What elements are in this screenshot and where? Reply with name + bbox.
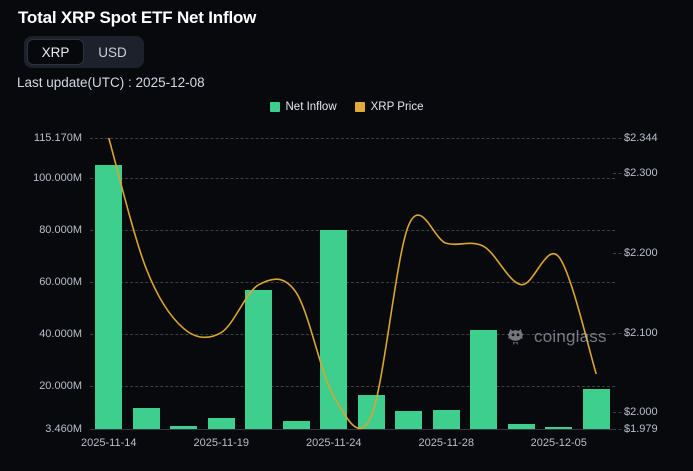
y-axis-left-tick: 20.000M xyxy=(39,379,82,392)
legend-label-net-inflow: Net Inflow xyxy=(285,101,337,113)
gridline xyxy=(90,177,615,179)
page-title: Total XRP Spot ETF Net Inflow xyxy=(18,8,257,27)
net-inflow-swatch-icon xyxy=(269,102,280,112)
y-axis-right-tickmark xyxy=(613,138,627,139)
bar[interactable] xyxy=(207,417,235,429)
legend-label-xrp-price: XRP Price xyxy=(370,101,424,113)
x-axis-tick: 2025-11-19 xyxy=(193,437,249,449)
gridline xyxy=(90,229,615,231)
y-axis-left-tick: 3.460M xyxy=(45,423,82,435)
gridline xyxy=(90,281,615,283)
x-axis-tick: 2025-11-24 xyxy=(306,437,362,449)
y-axis-right-tickmark xyxy=(613,412,627,414)
x-axis-tick: 2025-11-28 xyxy=(418,437,474,449)
x-axis-line xyxy=(90,429,615,430)
y-axis-left-tick: 115.170M xyxy=(33,132,82,144)
currency-toggle-group[interactable]: XRP USD xyxy=(24,36,144,68)
y-axis-right-tick: $2.200 xyxy=(624,246,658,259)
y-axis-right-tick: $2.000 xyxy=(624,406,658,419)
bar[interactable] xyxy=(545,427,573,429)
bar[interactable] xyxy=(357,395,385,429)
legend-item-net-inflow[interactable]: Net Inflow xyxy=(269,101,337,113)
y-axis-right-tick: $1.979 xyxy=(624,423,658,435)
bar[interactable] xyxy=(95,164,123,429)
bar[interactable] xyxy=(395,410,423,429)
bar[interactable] xyxy=(507,423,535,429)
gridline xyxy=(90,138,615,139)
chart-legend: Net Inflow XRP Price xyxy=(0,101,693,113)
y-axis-left-tick: 60.000M xyxy=(39,275,82,288)
bar[interactable] xyxy=(170,426,198,429)
coinglass-watermark: coinglass xyxy=(504,325,607,348)
last-update-label: Last update(UTC) : 2025-12-08 xyxy=(17,75,205,90)
watermark-label: coinglass xyxy=(534,326,607,346)
gridline xyxy=(90,385,615,387)
legend-item-xrp-price[interactable]: XRP Price xyxy=(354,101,424,113)
bar[interactable] xyxy=(245,290,273,429)
y-axis-right-tickmark xyxy=(613,429,627,430)
x-axis-tick: 2025-11-14 xyxy=(81,437,137,449)
y-axis-left-tick: 40.000M xyxy=(39,327,82,340)
y-axis-right-tickmark xyxy=(613,252,627,254)
bar[interactable] xyxy=(132,408,160,429)
bar-series-net-inflow xyxy=(90,138,615,429)
coinglass-logo-icon xyxy=(508,329,523,346)
bar[interactable] xyxy=(582,388,610,429)
toggle-xrp-button[interactable]: XRP xyxy=(27,39,84,65)
xrp-price-swatch-icon xyxy=(354,102,365,112)
y-axis-left-tick: 80.000M xyxy=(39,223,82,236)
toggle-usd-button[interactable]: USD xyxy=(98,44,127,60)
bar[interactable] xyxy=(470,329,498,429)
y-axis-right-tick: $2.100 xyxy=(624,326,658,339)
bar[interactable] xyxy=(282,421,310,429)
y-axis-right-tick: $2.300 xyxy=(624,167,658,180)
bar[interactable] xyxy=(432,409,460,429)
y-axis-right-tickmark xyxy=(613,173,627,175)
y-axis-left-tick: 100.000M xyxy=(33,171,82,184)
gridline xyxy=(90,333,615,335)
y-axis-right-tick: $2.344 xyxy=(624,132,658,144)
line-series-xrp-price xyxy=(90,138,615,429)
x-axis-tick: 2025-12-05 xyxy=(530,437,587,449)
y-axis-right-tickmark xyxy=(613,332,627,334)
